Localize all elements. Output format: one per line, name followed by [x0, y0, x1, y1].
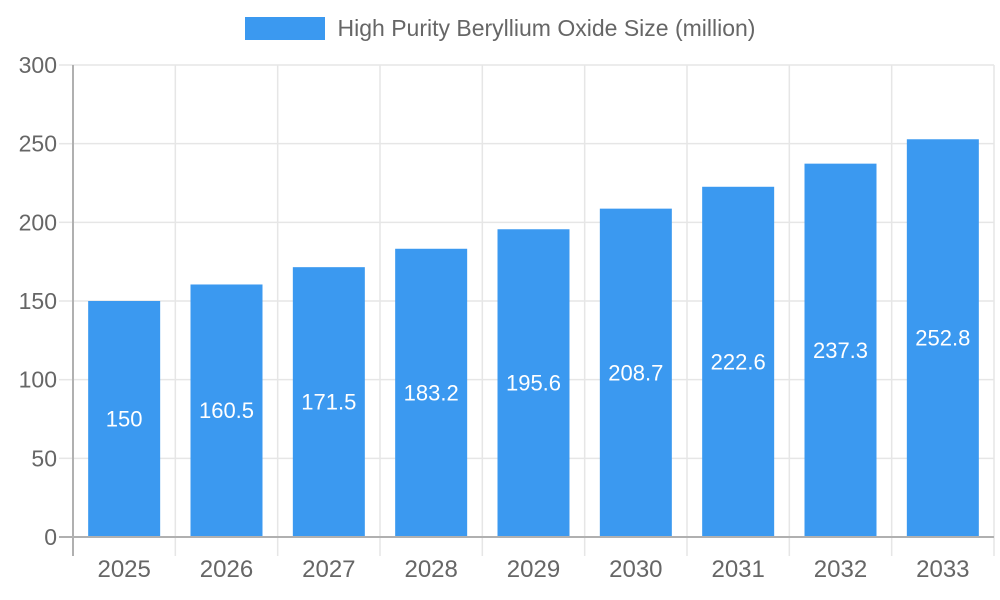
y-axis-tick-label: 100	[19, 367, 57, 393]
bar-value-label: 171.5	[301, 390, 356, 415]
legend-label: High Purity Beryllium Oxide Size (millio…	[337, 15, 756, 41]
bar	[599, 208, 672, 538]
bar-value-label: 150	[106, 407, 143, 432]
x-axis-tick-label: 2032	[814, 556, 867, 583]
bar	[702, 186, 775, 537]
y-axis-tick-label: 250	[19, 131, 57, 157]
x-axis-tick-label: 2027	[302, 556, 355, 583]
bar-value-label: 252.8	[915, 326, 970, 351]
bar	[292, 267, 365, 537]
legend[interactable]: High Purity Beryllium Oxide Size (millio…	[0, 17, 1000, 40]
x-axis-tick-label: 2026	[200, 556, 253, 583]
bar	[906, 139, 979, 537]
x-axis-tick-label: 2031	[711, 556, 764, 583]
x-axis-tick-label: 2028	[404, 556, 457, 583]
bar-value-label: 195.6	[506, 371, 561, 396]
bar	[88, 301, 161, 537]
y-axis-tick-label: 50	[31, 445, 57, 471]
bar	[395, 248, 468, 538]
y-axis-tick-label: 300	[19, 52, 57, 78]
y-axis-tick-label: 200	[19, 209, 57, 235]
bar-value-label: 208.7	[608, 360, 663, 385]
x-axis-tick-label: 2030	[609, 556, 662, 583]
bar	[497, 229, 570, 538]
legend-swatch	[244, 17, 325, 40]
y-axis-tick-label: 150	[19, 288, 57, 314]
y-axis-tick-label: 0	[44, 524, 57, 550]
bar	[804, 163, 877, 537]
x-axis-tick-label: 2025	[97, 556, 150, 583]
bar-value-label: 160.5	[199, 398, 254, 423]
x-axis-tick-label: 2029	[507, 556, 560, 583]
bar	[190, 284, 263, 537]
bar-value-label: 222.6	[711, 349, 766, 374]
x-axis-tick-label: 2033	[916, 556, 969, 583]
bar-value-label: 183.2	[404, 380, 459, 405]
bar-value-label: 237.3	[813, 338, 868, 363]
